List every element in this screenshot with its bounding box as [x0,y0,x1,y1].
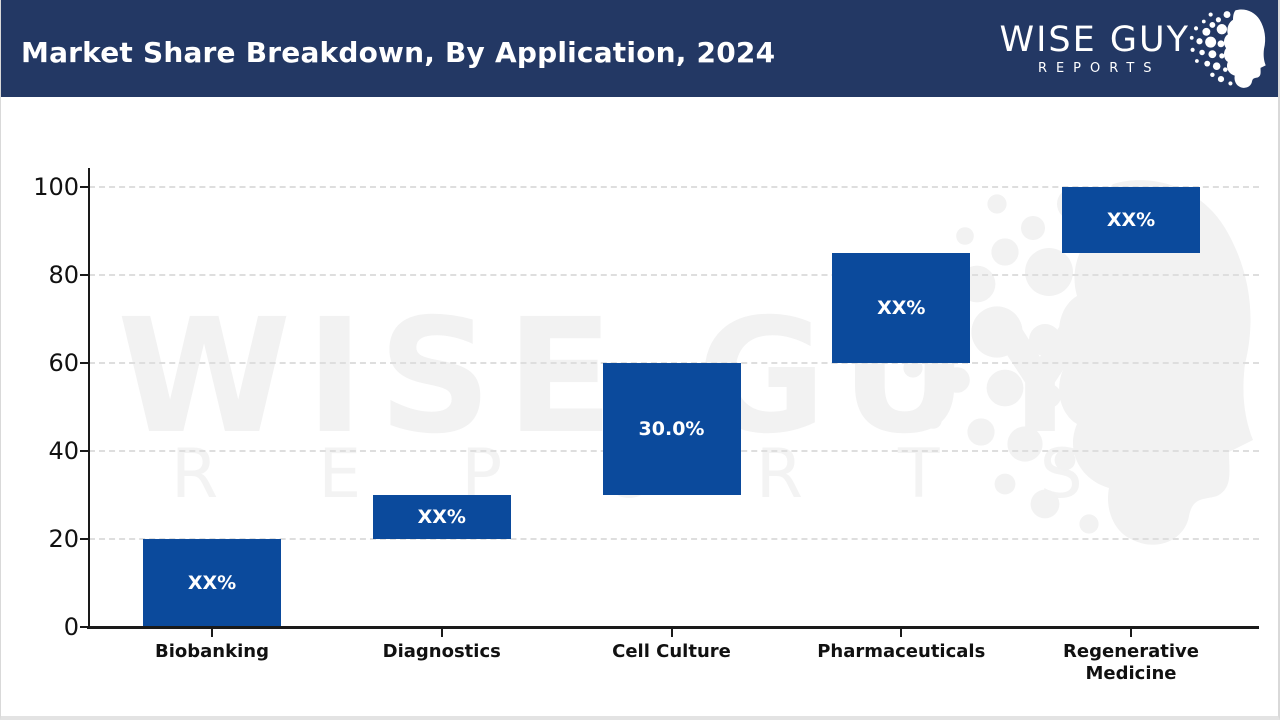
x-tick-regenerative-medicine [1130,629,1132,637]
x-axis-label-regenerative-medicine: Regenerative Medicine [1063,641,1199,684]
y-tick-40 [80,450,88,452]
x-axis-label-biobanking: Biobanking [155,641,269,662]
bar-value-label: XX% [877,297,926,319]
gridline-100 [89,186,1259,188]
y-tick-20 [80,538,88,540]
x-axis-spine [87,626,1259,629]
bar-biobanking: XX% [143,539,281,627]
chart-area: WISE GUY REPORTS 020406080100XX%Biobanki… [1,97,1278,716]
bar-cell-culture: 30.0% [602,363,741,495]
y-axis-spine [88,168,90,629]
logo-text: WISE GUY REPORTS [999,22,1190,76]
y-tick-80 [80,274,88,276]
y-tick-label-100: 100 [33,173,79,201]
bar-diagnostics: XX% [372,495,511,539]
x-tick-biobanking [211,629,213,637]
bar-value-label: XX% [417,506,466,528]
bar-regenerative-medicine: XX% [1062,187,1200,253]
x-tick-pharmaceuticals [900,629,903,637]
x-axis-label-pharmaceuticals: Pharmaceuticals [817,641,986,662]
bar-value-label: XX% [1106,209,1156,231]
bar-value-label: XX% [187,572,237,594]
bar-pharmaceuticals: XX% [832,253,971,363]
x-axis-label-diagnostics: Diagnostics [382,641,501,662]
logo-subtitle: REPORTS [1037,60,1161,76]
wiseguy-face-icon [1189,9,1266,88]
gridline-20 [89,538,1259,540]
page-title: Market Share Breakdown, By Application, … [21,36,776,69]
bar-value-label: 30.0% [638,418,705,440]
wise-guy-reports-logo: WISE GUY REPORTS [999,6,1270,92]
x-tick-cell-culture [670,629,673,637]
x-tick-diagnostics [440,629,443,637]
x-axis-label-cell-culture: Cell Culture [612,641,731,662]
logo-wordmark: WISE GUY [999,20,1190,61]
y-tick-label-20: 20 [48,525,79,553]
y-tick-label-40: 40 [48,437,79,465]
y-tick-label-80: 80 [48,261,79,289]
y-tick-label-60: 60 [48,349,79,377]
gridline-80 [89,274,1259,276]
y-tick-label-0: 0 [63,613,79,641]
y-tick-60 [80,362,88,364]
y-tick-0 [80,626,88,628]
header-bar: Market Share Breakdown, By Application, … [1,0,1278,97]
y-tick-100 [80,186,88,188]
